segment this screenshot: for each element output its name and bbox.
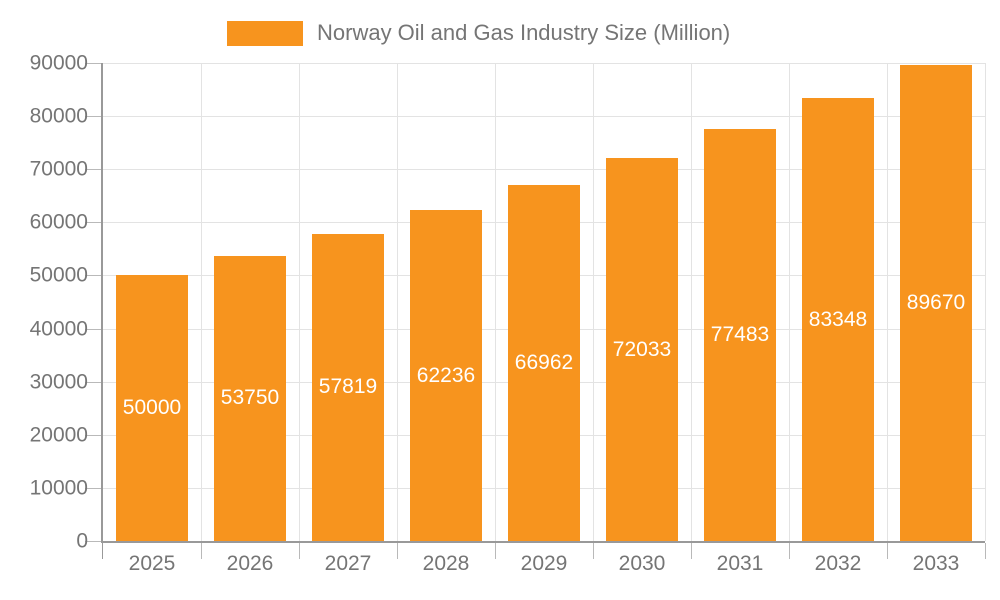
bar-2033: 89670 — [900, 64, 972, 541]
x-axis-tick-label: 2032 — [814, 552, 862, 575]
x-axis-tick-label: 2027 — [324, 552, 372, 575]
x-gridline — [789, 63, 790, 541]
y-axis-tick-label: 50000 — [29, 263, 88, 287]
y-axis-tick — [85, 328, 101, 330]
y-axis-tick — [85, 275, 101, 277]
y-axis-tick — [85, 63, 101, 64]
y-axis-tick — [85, 434, 101, 436]
x-axis-tick — [102, 543, 103, 559]
x-gridline — [299, 63, 300, 541]
bar-value-label: 50000 — [122, 396, 182, 420]
y-gridline — [103, 169, 985, 171]
x-axis-tick-label: 2033 — [912, 552, 960, 575]
x-gridline — [593, 63, 594, 541]
y-axis-tick — [85, 222, 101, 224]
y-axis-tick — [85, 541, 101, 542]
y-axis-tick-label: 30000 — [29, 370, 88, 394]
x-axis-tick — [397, 543, 398, 559]
x-axis-tick-label: 2029 — [520, 552, 568, 575]
bar-2032: 83348 — [802, 98, 874, 541]
y-axis-line — [101, 63, 103, 541]
y-axis-tick-label: 90000 — [29, 51, 88, 75]
plot-area: 0 10000 20000 30000 40000 50000 60000 70000 8000… — [30, 53, 986, 574]
x-axis-tick — [887, 543, 888, 559]
y-axis-tick-label: 70000 — [29, 157, 88, 181]
x-gridline — [887, 63, 888, 541]
y-axis-tick — [85, 381, 101, 383]
bar-2026: 53750 — [214, 255, 286, 541]
x-gridline — [691, 63, 692, 541]
bar-2030: 72033 — [606, 158, 678, 541]
legend-label: Norway Oil and Gas Industry Size (Millio… — [317, 20, 731, 45]
x-axis-tick-label: 2030 — [618, 552, 666, 575]
x-axis-tick — [495, 543, 496, 559]
x-gridline — [397, 63, 398, 541]
x-gridline — [985, 63, 986, 541]
y-axis-tick — [85, 487, 101, 489]
y-axis-tick-label: 80000 — [29, 104, 88, 128]
bar-value-label: 89670 — [906, 290, 966, 314]
x-axis-tick — [201, 543, 202, 559]
x-axis-tick-label: 2028 — [422, 552, 470, 575]
bar-value-label: 83348 — [808, 307, 868, 331]
bar-value-label: 62236 — [416, 363, 476, 387]
bar-value-label: 66962 — [514, 351, 574, 375]
bar-2029: 66962 — [508, 185, 580, 541]
x-axis-tick-label: 2025 — [128, 552, 176, 575]
y-axis-tick-label: 0 — [76, 529, 88, 553]
x-axis-tick — [985, 543, 986, 559]
x-axis-tick — [789, 543, 790, 559]
x-axis-tick — [691, 543, 692, 559]
legend-swatch — [227, 20, 303, 46]
x-axis-tick-label: 2026 — [226, 552, 274, 575]
y-axis-tick — [85, 169, 101, 171]
y-axis-tick — [85, 116, 101, 118]
bar-2028: 62236 — [410, 210, 482, 541]
bar-value-label: 57819 — [318, 375, 378, 399]
x-axis-tick — [299, 543, 300, 559]
y-gridline — [103, 63, 985, 64]
bar-value-label: 72033 — [612, 337, 672, 361]
bar-value-label: 53750 — [220, 386, 280, 410]
bar-2025: 50000 — [116, 275, 188, 541]
x-gridline — [495, 63, 496, 541]
bar-2031: 77483 — [704, 129, 776, 541]
legend-item[interactable]: Norway Oil and Gas Industry Size (Millio… — [227, 17, 730, 49]
y-gridline — [103, 116, 985, 118]
y-axis-tick-label: 10000 — [29, 476, 88, 500]
y-axis-tick-label: 40000 — [29, 317, 88, 341]
x-axis-line — [101, 541, 985, 543]
y-axis-tick-label: 60000 — [29, 210, 88, 234]
bar-value-label: 77483 — [710, 323, 770, 347]
bar-2027: 57819 — [312, 233, 384, 541]
x-axis-tick — [593, 543, 594, 559]
x-gridline — [201, 63, 202, 541]
y-axis-tick-label: 20000 — [29, 423, 88, 447]
x-axis-tick-label: 2031 — [716, 552, 764, 575]
